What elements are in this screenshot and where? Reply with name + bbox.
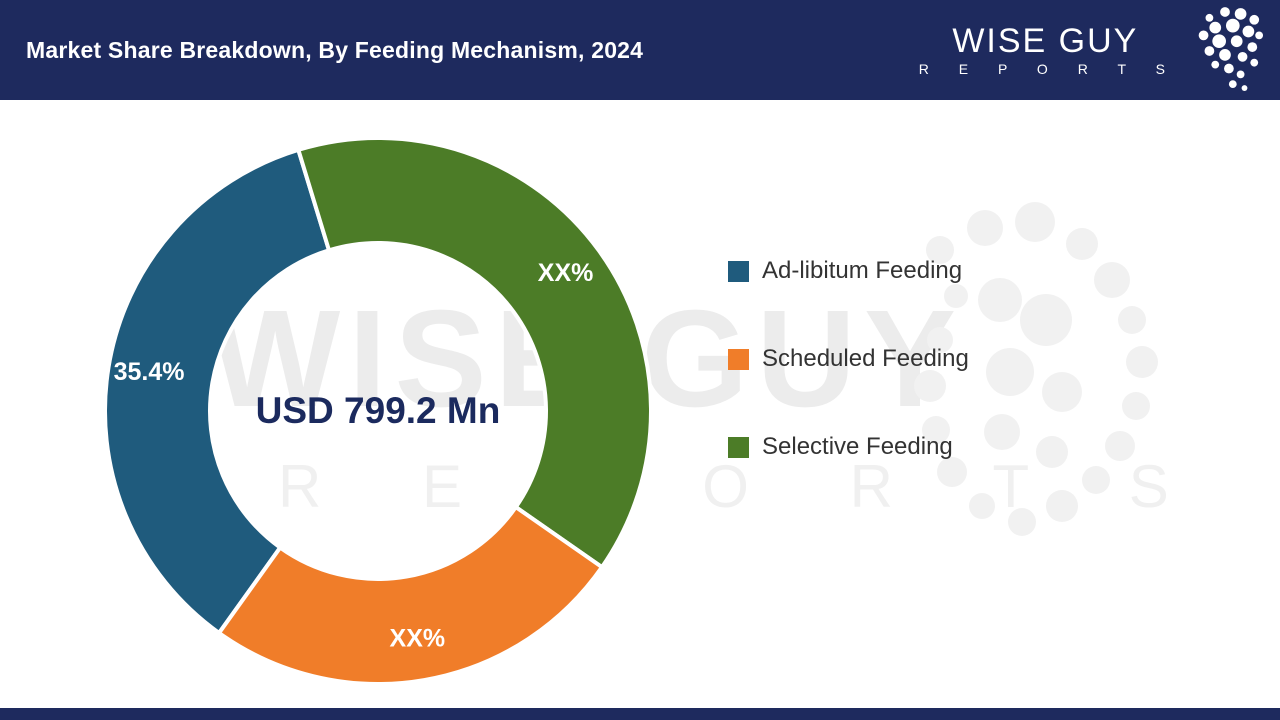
donut-slice-2 (296, 136, 653, 570)
brand-subtitle: R E P O R T S (918, 61, 1178, 77)
header: Market Share Breakdown, By Feeding Mecha… (0, 0, 1280, 100)
brand-logo: WISE GUY R E P O R T S (913, 4, 1264, 96)
footer-bar (0, 708, 1280, 720)
legend-item-2: Selective Feeding (728, 432, 969, 462)
legend-label: Scheduled Feeding (762, 345, 969, 372)
legend-swatch-icon (728, 348, 749, 370)
donut-slice-1 (217, 505, 604, 686)
page-title: Market Share Breakdown, By Feeding Mecha… (26, 36, 644, 63)
slice-label-2: XX% (538, 259, 594, 287)
legend-label: Ad-libitum Feeding (762, 257, 963, 284)
legend-item-0: Ad-libitum Feeding (728, 256, 969, 286)
legend: Ad-libitum Feeding Scheduled Feeding Selec… (728, 256, 969, 520)
chart-center-value: USD 799.2 Mn (255, 390, 501, 431)
legend-label: Selective Feeding (762, 433, 953, 460)
slice-label-0: 35.4% (114, 358, 185, 386)
legend-swatch-icon (728, 260, 749, 282)
brand-head-icon (1198, 7, 1264, 91)
brand-name: WISE GUY (952, 22, 1139, 60)
legend-item-1: Scheduled Feeding (728, 344, 969, 374)
slice-label-1: XX% (390, 624, 446, 652)
legend-swatch-icon (728, 436, 749, 458)
donut-slice-0 (103, 147, 331, 635)
brand-logo-text: WISE GUY R E P O R T S (913, 23, 1178, 77)
